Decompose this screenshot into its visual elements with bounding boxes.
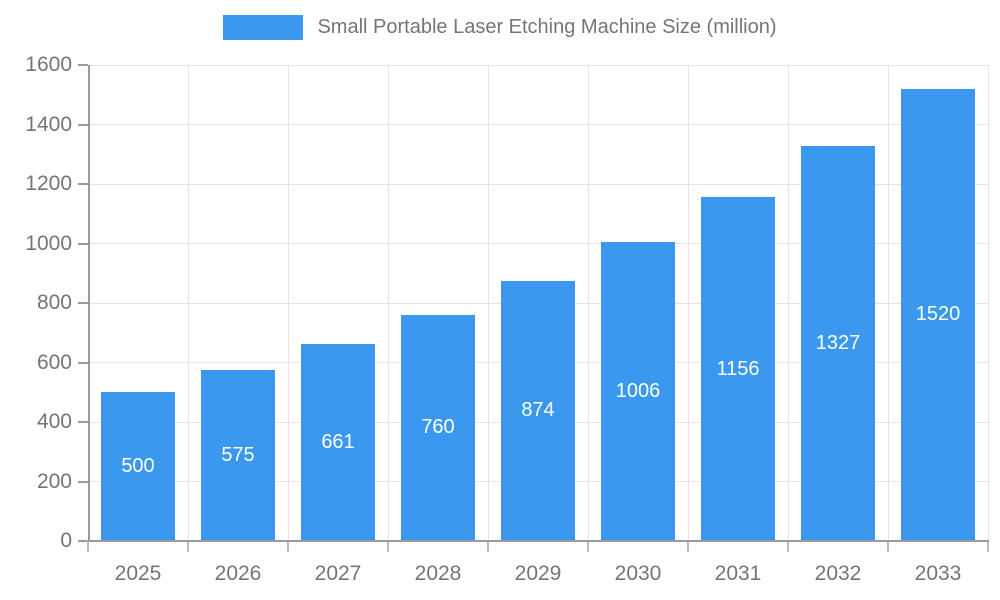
x-axis-tick: [87, 541, 89, 552]
y-axis-tick: [78, 302, 88, 304]
bar: 1156: [701, 197, 775, 541]
x-axis-tick: [187, 541, 189, 552]
gridline-vertical: [187, 65, 189, 541]
bar: 575: [201, 369, 275, 541]
bar: 1327: [801, 146, 875, 541]
x-tick-label: 2030: [614, 562, 662, 585]
gridline-horizontal: [88, 243, 988, 244]
legend-label: Small Portable Laser Etching Machine Siz…: [317, 16, 777, 38]
y-axis-tick: [78, 242, 88, 245]
gridline-vertical: [487, 65, 489, 541]
gridline-vertical: [887, 65, 889, 541]
x-tick-label: 2031: [714, 562, 762, 585]
x-axis-tick: [387, 541, 389, 552]
y-tick-label: 400: [36, 410, 72, 433]
x-axis-tick: [687, 541, 689, 552]
y-tick-label: 1600: [25, 53, 72, 76]
gridline-vertical: [687, 65, 689, 541]
x-axis-tick: [987, 541, 989, 552]
bar-value-label: 1520: [915, 303, 961, 326]
y-tick-label: 1200: [25, 172, 72, 195]
y-tick-label: 600: [36, 350, 72, 374]
x-axis-tick: [487, 541, 489, 552]
x-axis-line: [88, 540, 989, 542]
bar: 1520: [901, 88, 975, 541]
bar-value-label: 661: [321, 431, 355, 454]
y-tick-label: 200: [36, 469, 72, 493]
x-tick-label: 2025: [114, 562, 162, 585]
gridline-vertical: [587, 65, 589, 541]
bar-value-label: 1156: [716, 357, 760, 380]
bar: 760: [401, 314, 475, 541]
bar-value-label: 500: [121, 455, 155, 478]
gridline-vertical: [987, 65, 989, 541]
gridline-horizontal: [88, 124, 988, 125]
bar-value-label: 1006: [615, 379, 661, 402]
y-tick-label: 1000: [25, 231, 72, 255]
x-tick-label: 2027: [314, 562, 362, 585]
gridline-horizontal: [88, 64, 988, 66]
y-axis-tick: [78, 421, 88, 423]
x-tick-label: 2026: [214, 562, 262, 585]
y-tick-label: 1400: [25, 112, 72, 136]
bar-value-label: 1327: [815, 332, 861, 355]
y-tick-label: 800: [36, 291, 72, 314]
bar: 661: [301, 344, 375, 541]
bar: 874: [501, 280, 575, 541]
x-axis-tick: [587, 541, 589, 552]
x-axis-tick: [887, 541, 889, 552]
y-axis-tick: [78, 123, 88, 126]
bar-value-label: 760: [421, 416, 455, 439]
bar-value-label: 575: [221, 443, 255, 466]
bar-value-label: 874: [521, 399, 555, 422]
gridline-horizontal: [88, 183, 988, 185]
y-axis-tick: [78, 183, 88, 185]
legend: Small Portable Laser Etching Machine Siz…: [0, 15, 1000, 40]
y-axis-line: [88, 65, 90, 542]
x-tick-label: 2028: [414, 562, 462, 585]
gridline-vertical: [787, 65, 789, 541]
y-axis-tick: [78, 361, 88, 364]
plot-area: 500 575 661 760 874 1006 1156 1327 1520: [88, 64, 989, 541]
y-tick-label: 0: [60, 529, 72, 552]
x-tick-label: 2032: [814, 562, 862, 585]
bar: 500: [101, 392, 175, 541]
x-axis-tick: [787, 541, 789, 552]
gridline-vertical: [387, 65, 389, 541]
y-axis-tick: [78, 480, 88, 483]
x-tick-label: 2033: [914, 562, 962, 585]
bar: 1006: [601, 241, 675, 541]
y-axis-tick: [78, 540, 88, 542]
x-axis-tick: [287, 541, 289, 552]
gridline-vertical: [287, 65, 289, 541]
y-axis-tick: [78, 64, 88, 66]
legend-swatch: [223, 15, 304, 40]
x-tick-label: 2029: [514, 562, 562, 585]
